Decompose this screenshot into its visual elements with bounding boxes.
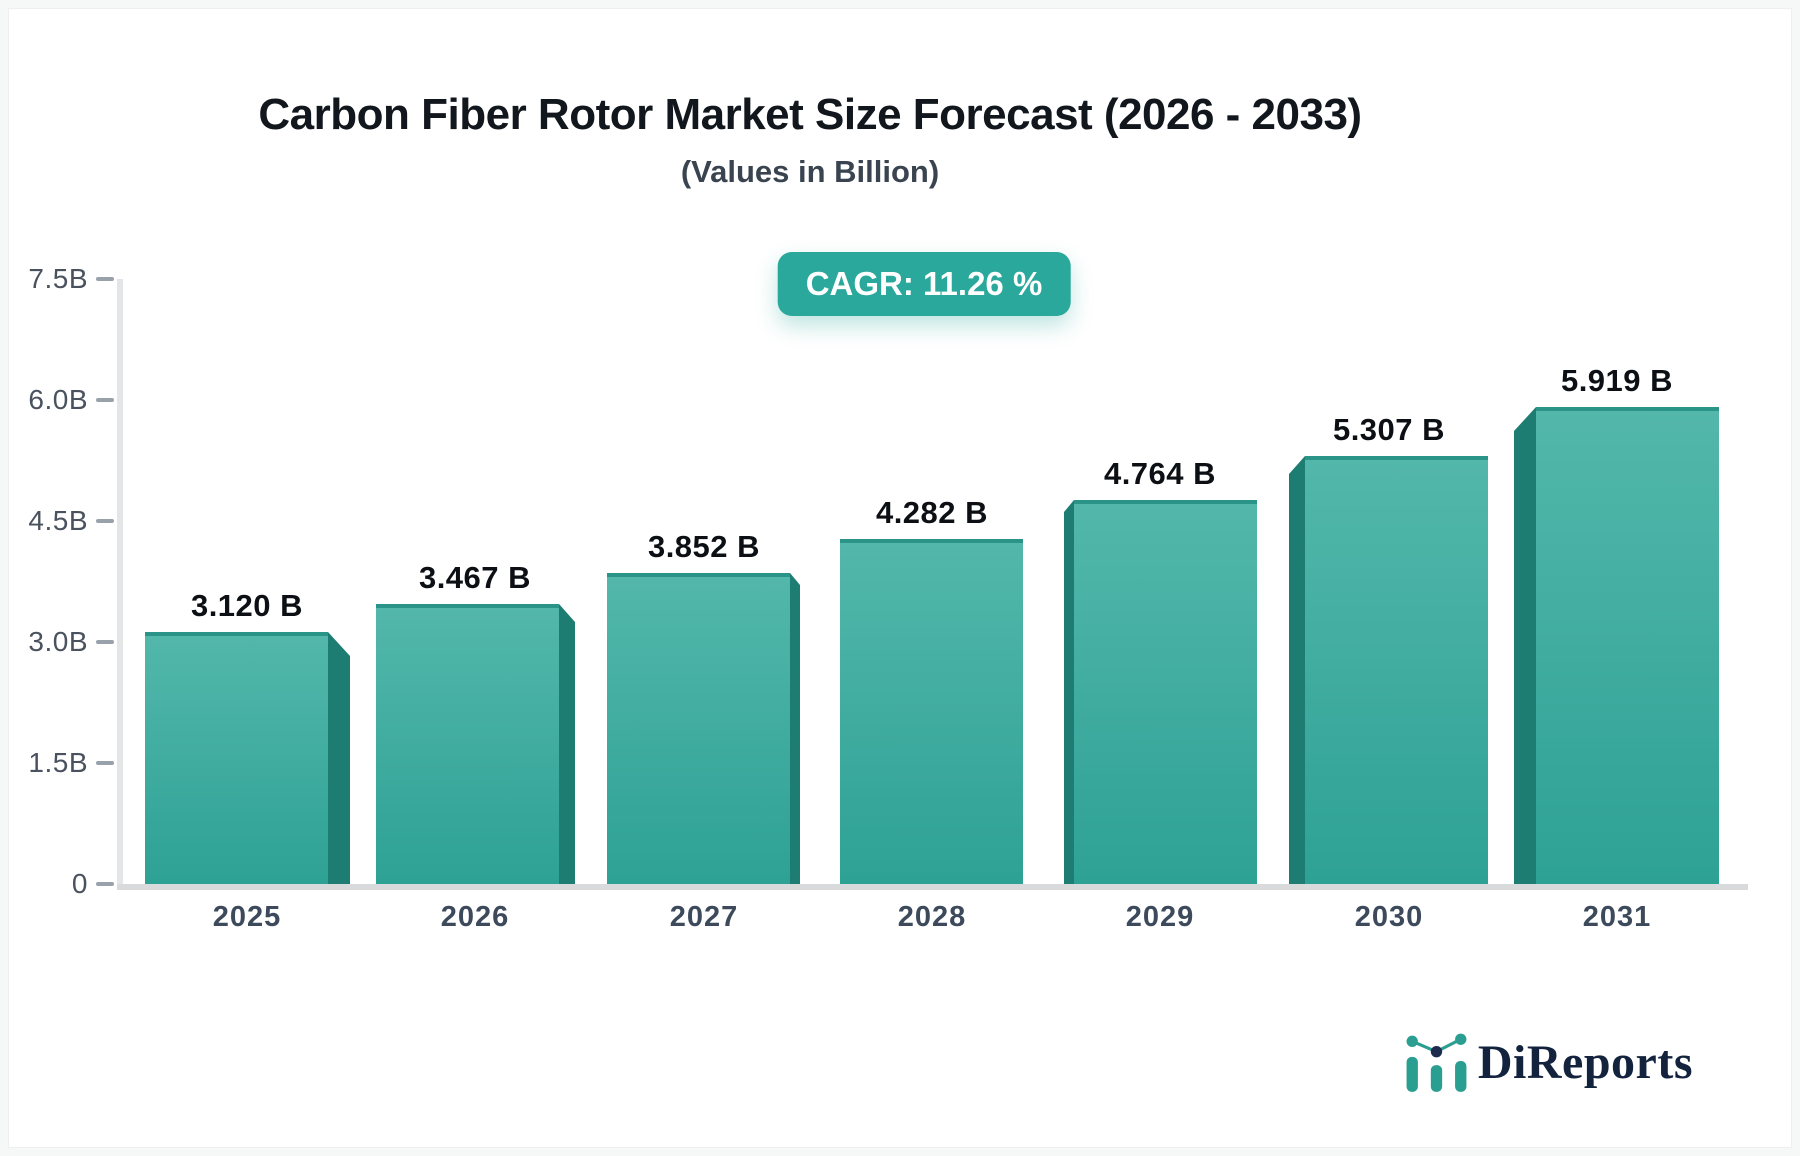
bar-value-label-2030: 5.307 B — [1332, 412, 1446, 447]
bar-3d-side-2026 — [559, 604, 575, 884]
y-axis-tick-mark — [96, 882, 114, 886]
bar-value-label-2026: 3.467 B — [418, 560, 532, 595]
x-axis-label-2027: 2027 — [669, 901, 739, 933]
bar-face-2031 — [1536, 407, 1719, 884]
bar-2028 — [840, 539, 1023, 884]
y-axis-tick-mark — [96, 518, 114, 523]
chart-title: Carbon Fiber Rotor Market Size Forecast … — [258, 90, 1362, 139]
y-axis-tick-mark — [96, 639, 114, 644]
cagr-badge: CAGR: 11.26 % — [777, 252, 1071, 316]
bar-3d-side-2025 — [328, 632, 350, 884]
chart-subtitle: (Values in Billion) — [680, 154, 940, 189]
x-axis-label-2025: 2025 — [212, 901, 282, 933]
bar-face-2030 — [1305, 456, 1488, 884]
bar-value-label-2028: 4.282 B — [875, 495, 989, 530]
bar-2025 — [145, 632, 350, 884]
y-axis-tick-label: 1.5B — [28, 746, 88, 778]
x-axis-label-2031: 2031 — [1582, 901, 1652, 933]
y-axis-tick-label: 3.0B — [28, 625, 88, 657]
y-axis-tick-label: 6.0B — [28, 383, 88, 415]
y-axis-tick-label: 0 — [71, 868, 88, 899]
bar-2029 — [1064, 500, 1257, 884]
y-axis-tick-label: 7.5B — [28, 262, 88, 294]
bar-3d-side-2029 — [1064, 500, 1074, 884]
bar-value-label-2027: 3.852 B — [647, 529, 761, 564]
bar-face-2025 — [145, 632, 328, 884]
logo-text: DiReports — [1477, 1035, 1693, 1089]
bar-value-label-2029: 4.764 B — [1103, 456, 1217, 491]
y-axis-tick-label: 4.5B — [28, 504, 88, 536]
bar-face-2029 — [1074, 500, 1257, 884]
y-axis-tick-mark — [96, 397, 114, 402]
bar-3d-side-2031 — [1514, 407, 1536, 884]
bar-value-label-2025: 3.120 B — [190, 588, 304, 623]
bar-value-label-2031: 5.919 B — [1560, 363, 1674, 398]
chart-header: Carbon Fiber Rotor Market Size Forecast … — [0, 90, 1620, 190]
bar-chart-logo-icon — [1406, 1033, 1467, 1092]
y-axis-tick-mark — [96, 276, 114, 281]
bar-2031 — [1514, 407, 1719, 884]
direports-logo: DiReports — [1405, 1032, 1693, 1092]
x-axis-label-2028: 2028 — [897, 901, 967, 933]
bar-face-2028 — [840, 539, 1023, 884]
x-axis-label-2030: 2030 — [1354, 901, 1424, 933]
bar-2030 — [1289, 456, 1488, 884]
bar-2027 — [607, 573, 800, 884]
x-axis-baseline — [117, 884, 1748, 890]
bar-face-2026 — [376, 604, 559, 884]
y-axis-line — [117, 279, 123, 884]
bar-2026 — [376, 604, 575, 884]
bar-face-2027 — [607, 573, 790, 884]
bar-3d-side-2027 — [790, 573, 800, 884]
y-axis-tick-mark — [96, 760, 114, 765]
x-axis-label-2029: 2029 — [1125, 901, 1195, 933]
x-axis-label-2026: 2026 — [440, 901, 510, 933]
bar-3d-side-2030 — [1289, 456, 1305, 884]
